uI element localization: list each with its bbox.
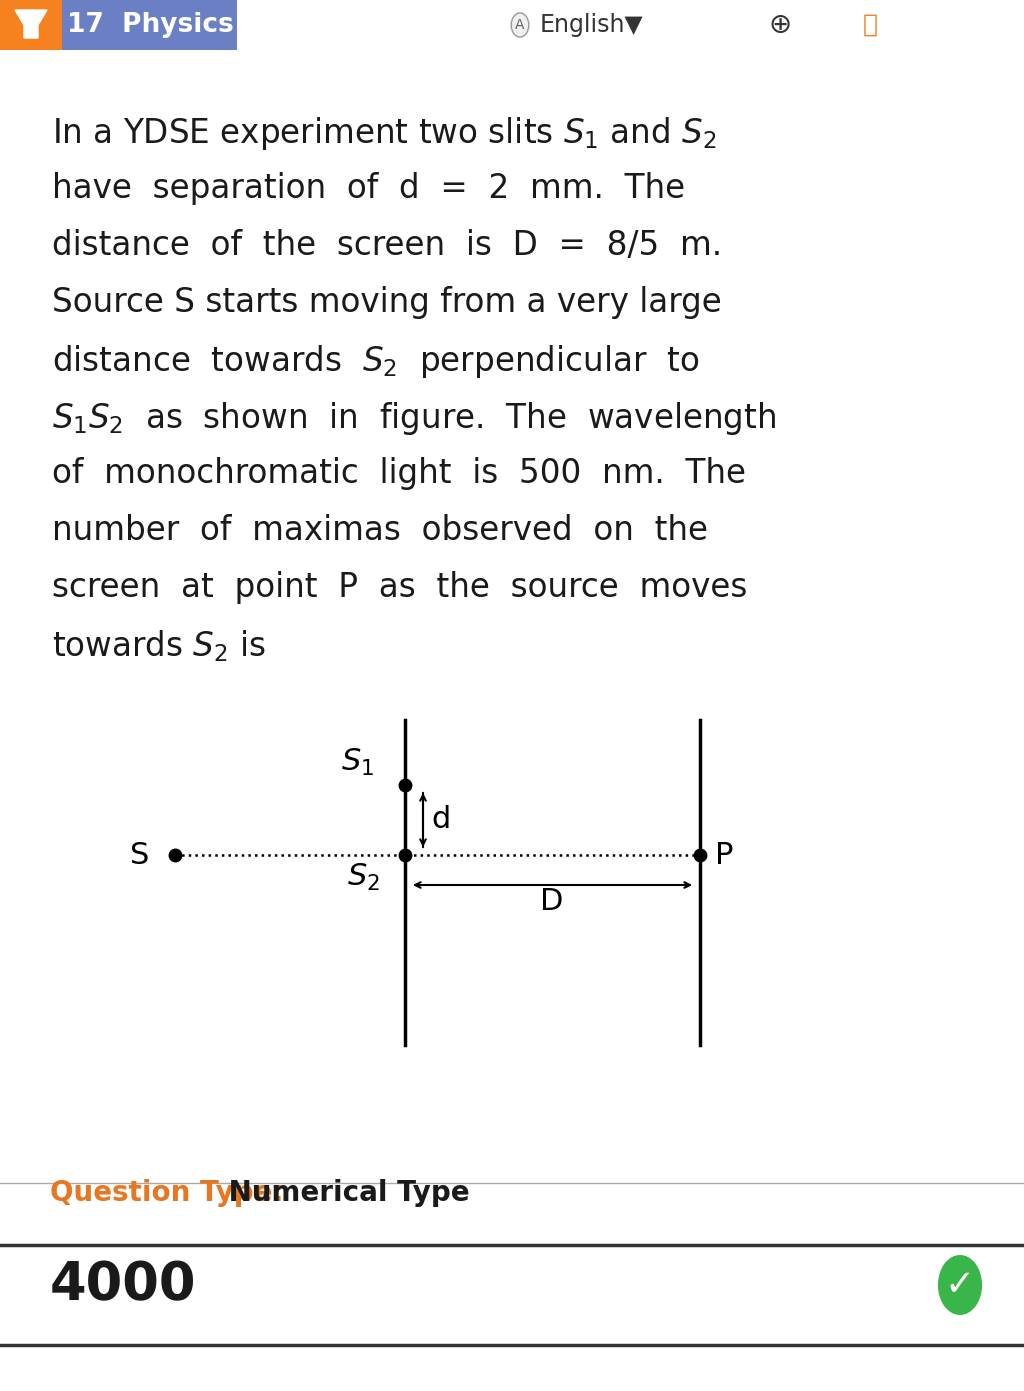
Text: S: S [130,840,150,869]
Text: P: P [716,840,734,869]
Text: distance  of  the  screen  is  D  =  8/5  m.: distance of the screen is D = 8/5 m. [52,230,722,262]
Text: ⊕: ⊕ [768,11,792,39]
Text: of  monochromatic  light  is  500  nm.  The: of monochromatic light is 500 nm. The [52,458,746,490]
Circle shape [938,1255,982,1314]
Text: In a YDSE experiment two slits $S_1$ and $S_2$: In a YDSE experiment two slits $S_1$ and… [52,115,717,152]
FancyBboxPatch shape [62,0,237,50]
Text: 17  Physics: 17 Physics [67,13,233,38]
Text: number  of  maximas  observed  on  the: number of maximas observed on the [52,515,708,547]
Text: have  separation  of  d  =  2  mm.  The: have separation of d = 2 mm. The [52,172,685,204]
Text: screen  at  point  P  as  the  source  moves: screen at point P as the source moves [52,570,748,604]
Text: Question Type:: Question Type: [50,1180,284,1207]
Polygon shape [15,10,47,38]
Text: ✓: ✓ [945,1269,975,1302]
Text: Numerical Type: Numerical Type [219,1180,470,1207]
Text: 🔖: 🔖 [862,13,878,38]
Text: $S_2$: $S_2$ [346,862,380,893]
Text: $S_1$: $S_1$ [341,747,375,778]
Text: d: d [431,805,451,835]
Circle shape [511,13,528,38]
Text: distance  towards  $S_2$  perpendicular  to: distance towards $S_2$ perpendicular to [52,344,699,380]
Text: 4000: 4000 [50,1259,197,1310]
Text: $S_1S_2$  as  shown  in  figure.  The  wavelength: $S_1S_2$ as shown in figure. The wavelen… [52,401,776,437]
Text: towards $S_2$ is: towards $S_2$ is [52,627,266,664]
Text: A: A [515,18,524,32]
Text: D: D [541,887,563,917]
FancyBboxPatch shape [0,0,62,50]
Text: English▼: English▼ [540,13,644,38]
Text: Source S starts moving from a very large: Source S starts moving from a very large [52,287,722,319]
